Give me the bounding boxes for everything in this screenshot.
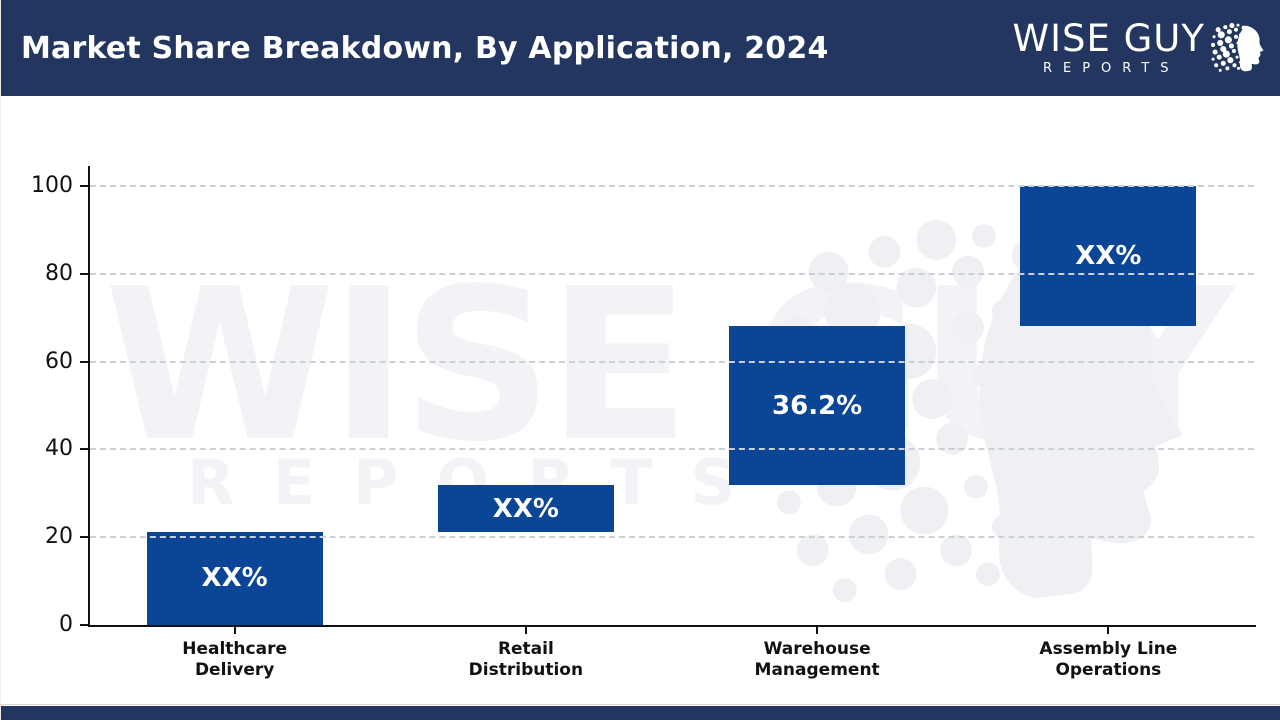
gridline (90, 536, 1254, 539)
bar-value-label: 36.2% (772, 390, 863, 421)
x-tick-mark (1107, 627, 1110, 634)
brand-name: WISE GUY (1012, 17, 1205, 61)
y-axis-line (88, 166, 90, 627)
bar-value-label: XX% (201, 563, 268, 594)
brand-subtitle: REPORTS (1042, 60, 1180, 76)
y-tick-mark (80, 185, 88, 187)
bar-value-label: XX% (492, 493, 559, 524)
y-tick-label: 20 (45, 524, 73, 550)
bar-value-label: XX% (1075, 241, 1142, 272)
bar-segment: XX% (1020, 186, 1197, 327)
x-category-label: Warehouse Management (754, 639, 880, 681)
gridline (90, 448, 1254, 451)
chart-plot-area: WISE GUY REPORTS 0 20 40 60 80 100 XX% Healthca… (1, 96, 1280, 706)
x-tick-mark (816, 627, 819, 634)
y-tick-mark (80, 624, 88, 626)
gridline (90, 272, 1254, 275)
header-bar: Market Share Breakdown, By Application, … (1, 0, 1280, 96)
y-tick-label: 0 (59, 612, 73, 637)
brand-logo-text: WISE GUY REPORTS (1013, 20, 1205, 76)
footer-divider (1, 704, 1280, 705)
y-tick-mark (80, 272, 88, 275)
x-tick-mark (233, 627, 236, 634)
y-tick-label: 40 (45, 436, 73, 462)
y-tick-mark (80, 536, 88, 539)
brand-logo: WISE GUY REPORTS (1013, 11, 1265, 85)
x-axis-line (88, 625, 1256, 627)
bar-segment: XX% (437, 485, 614, 532)
bar-segment: XX% (146, 531, 323, 625)
gridline (90, 185, 1254, 187)
footer-bar (1, 706, 1280, 720)
y-tick-label: 80 (45, 260, 73, 286)
gridline (90, 360, 1254, 363)
y-tick-label: 60 (45, 348, 73, 374)
x-category-label: Retail Distribution (468, 639, 584, 681)
y-tick-mark (80, 448, 88, 451)
x-tick-mark (524, 627, 527, 634)
x-category-label: Assembly Line Operations (1039, 639, 1178, 681)
logo-head-icon (1209, 11, 1265, 85)
bar-segment: 36.2% (729, 326, 906, 486)
page-title: Market Share Breakdown, By Application, … (21, 30, 829, 66)
y-tick-label: 100 (31, 173, 73, 198)
x-category-label: Healthcare Delivery (182, 639, 287, 681)
y-tick-mark (80, 360, 88, 363)
